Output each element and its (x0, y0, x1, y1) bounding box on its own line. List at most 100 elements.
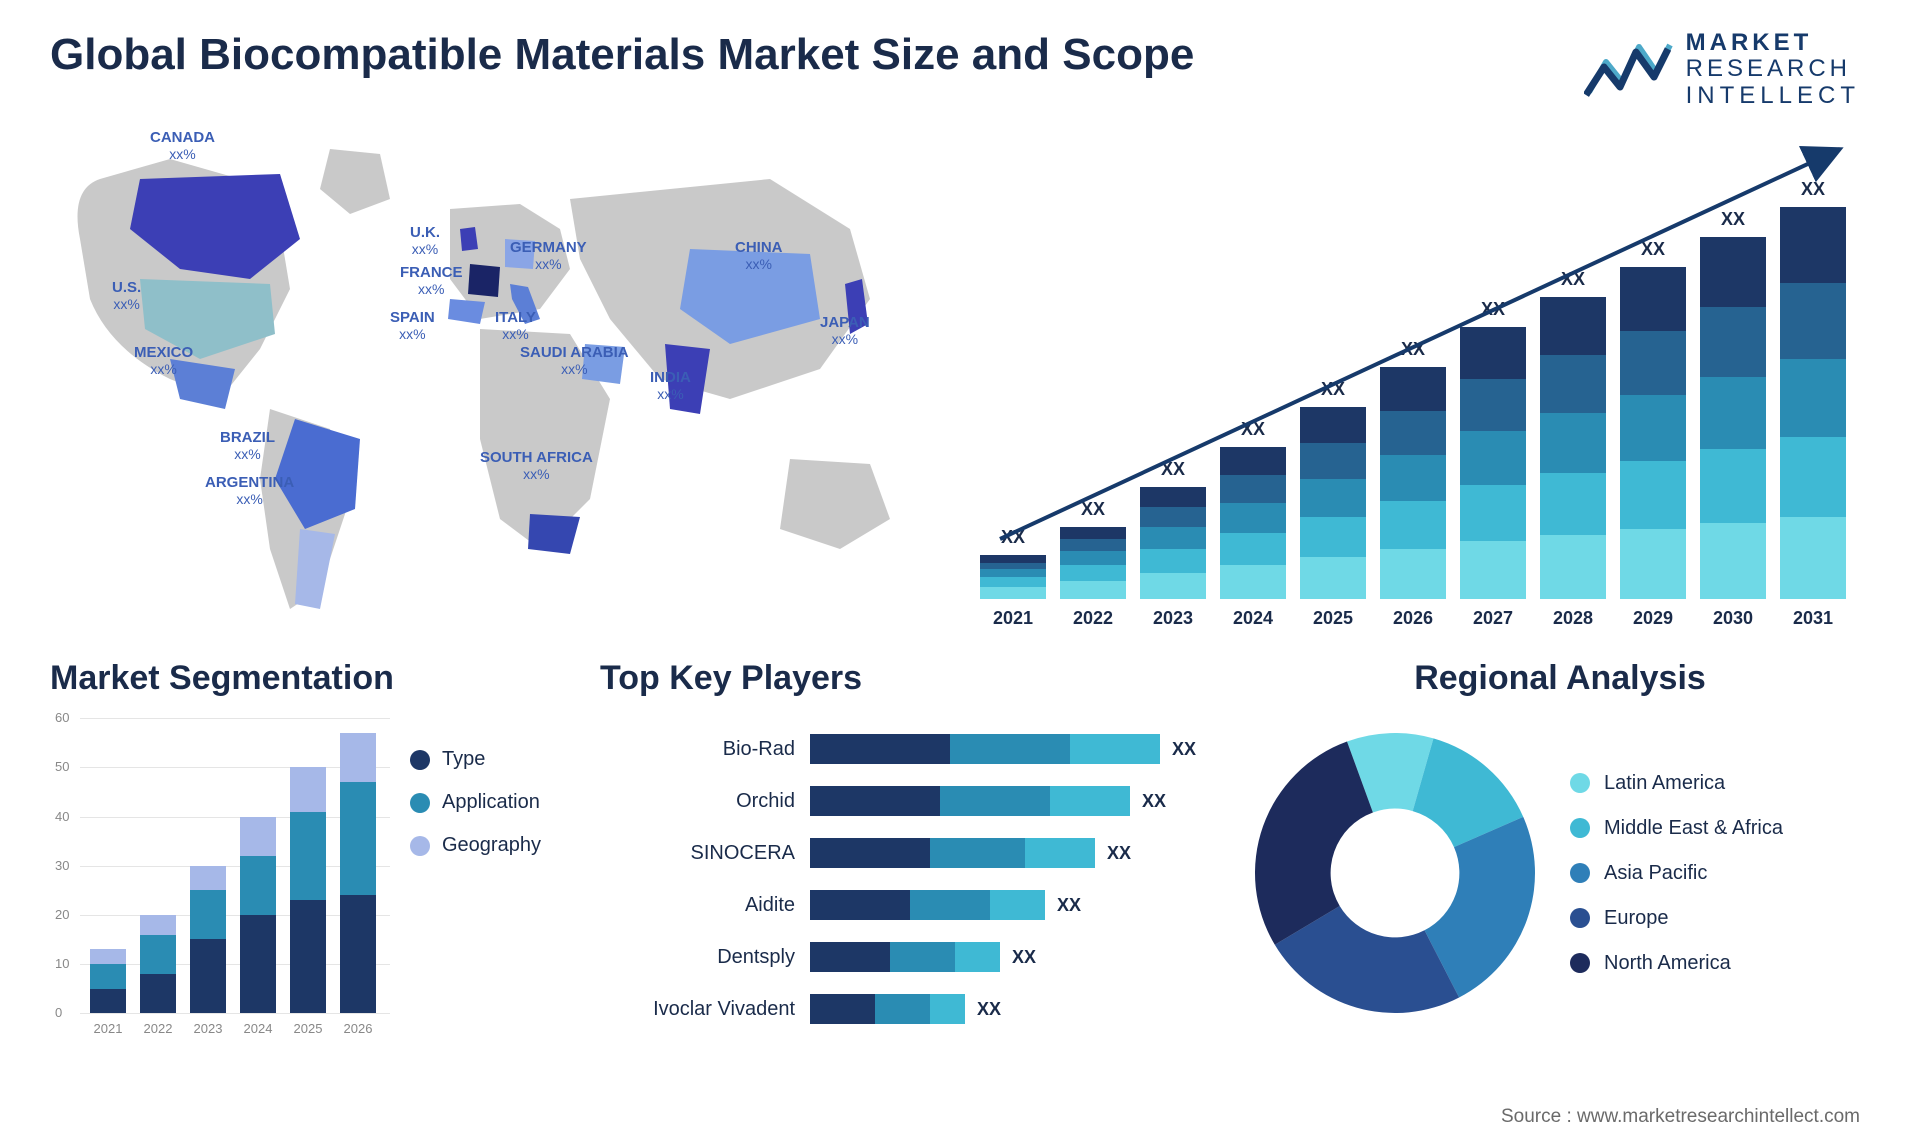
player-bar-segment (810, 786, 940, 816)
growth-bar-segment (1300, 479, 1366, 517)
player-value: XX (965, 999, 1001, 1020)
player-bar-segment (955, 942, 1000, 972)
seg-bar-2024 (240, 817, 276, 1014)
growth-bar-segment (1780, 517, 1846, 599)
donut-slice (1255, 742, 1373, 945)
seg-y-tick: 0 (55, 1005, 62, 1020)
growth-bar-value: XX (1060, 499, 1126, 520)
player-bar (810, 942, 1000, 972)
seg-legend-label: Type (442, 748, 485, 771)
logo-line-1: MARKET (1686, 30, 1860, 56)
growth-bar-segment (1620, 529, 1686, 599)
swatch-icon (1570, 953, 1590, 973)
growth-bar-segment (980, 569, 1046, 577)
player-bar-segment (1070, 734, 1160, 764)
regional-panel: Regional Analysis Latin AmericaMiddle Ea… (1250, 659, 1870, 1079)
regional-donut (1250, 728, 1540, 1018)
growth-bar-segment (1140, 573, 1206, 599)
growth-bar-segment (1220, 447, 1286, 475)
growth-year-label: 2024 (1220, 608, 1286, 629)
growth-bar-value: XX (1460, 299, 1526, 320)
growth-bar-segment (1220, 503, 1286, 533)
swatch-icon (1570, 863, 1590, 883)
growth-bar-2022: XX (1060, 527, 1126, 599)
growth-bar-2024: XX (1220, 447, 1286, 599)
growth-bar-2027: XX (1460, 327, 1526, 599)
growth-year-label: 2027 (1460, 608, 1526, 629)
growth-bar-segment (1700, 523, 1766, 599)
growth-bar-value: XX (1540, 269, 1606, 290)
growth-year-label: 2022 (1060, 608, 1126, 629)
seg-bar-segment (240, 856, 276, 915)
seg-bar-2021 (90, 949, 126, 1013)
player-name: Orchid (600, 790, 810, 813)
map-label-u-s-: U.S.xx% (112, 279, 141, 312)
map-country-argentina (295, 529, 335, 609)
seg-bar-segment (90, 989, 126, 1014)
players-panel: Top Key Players Bio-RadXXOrchidXXSINOCER… (600, 659, 1220, 1079)
map-label-france: FRANCExx% (400, 264, 463, 297)
growth-bar-2028: XX (1540, 297, 1606, 599)
growth-year-label: 2031 (1780, 608, 1846, 629)
seg-bar-segment (190, 866, 226, 891)
player-row: AiditeXX (600, 884, 1220, 926)
seg-bar-segment (290, 767, 326, 811)
player-row: Bio-Rad XX (600, 728, 1220, 770)
seg-y-tick: 10 (55, 956, 69, 971)
player-bar (810, 734, 1160, 764)
map-country-france (468, 264, 500, 297)
seg-bar-2026 (340, 733, 376, 1013)
growth-bar-segment (1540, 473, 1606, 535)
growth-bar-segment (1060, 565, 1126, 581)
logo-text: MARKET RESEARCH INTELLECT (1686, 30, 1860, 109)
map-label-italy: ITALYxx% (495, 309, 536, 342)
growth-bar-segment (1380, 501, 1446, 549)
player-bar-segment (810, 890, 910, 920)
growth-bar-segment (1380, 411, 1446, 455)
growth-bar-value: XX (1380, 339, 1446, 360)
growth-bar-segment (1300, 443, 1366, 479)
map-label-saudi-arabia: SAUDI ARABIAxx% (520, 344, 629, 377)
growth-bar-segment (1060, 581, 1126, 599)
growth-bar-segment (1220, 533, 1286, 565)
seg-bar-segment (90, 949, 126, 964)
growth-bar-segment (1380, 367, 1446, 411)
growth-bar-segment (1140, 487, 1206, 507)
players-chart: Bio-RadXXOrchidXXSINOCERAXXAiditeXXDents… (600, 718, 1220, 1030)
map-label-argentina: ARGENTINAxx% (205, 474, 294, 507)
player-value: XX (1095, 843, 1131, 864)
seg-legend-item: Geography (410, 834, 541, 857)
seg-grid-line (80, 1013, 390, 1014)
player-bar (810, 890, 1045, 920)
player-bar-segment (910, 890, 990, 920)
region-legend-item: Europe (1570, 907, 1783, 930)
map-label-canada: CANADAxx% (150, 129, 215, 162)
growth-bar-2021: XX (980, 555, 1046, 599)
growth-bar-value: XX (1700, 209, 1766, 230)
growth-bar-2023: XX (1140, 487, 1206, 599)
segmentation-panel: Market Segmentation 01020304050602021202… (50, 659, 570, 1079)
player-bar-segment (810, 994, 875, 1024)
swatch-icon (1570, 908, 1590, 928)
player-bar (810, 786, 1130, 816)
region-legend-item: Latin America (1570, 772, 1783, 795)
growth-bar-segment (1060, 539, 1126, 551)
growth-bar-segment (980, 577, 1046, 587)
growth-bar-segment (1140, 527, 1206, 549)
player-bar (810, 994, 965, 1024)
seg-y-tick: 40 (55, 809, 69, 824)
growth-bar-segment (1060, 551, 1126, 565)
growth-bar-segment (1700, 237, 1766, 307)
player-name: Bio-Rad (600, 738, 810, 761)
player-value: XX (1160, 739, 1196, 760)
growth-bar-value: XX (1780, 179, 1846, 200)
growth-bar-segment (1460, 541, 1526, 599)
player-bar-segment (990, 890, 1045, 920)
map-label-germany: GERMANYxx% (510, 239, 587, 272)
growth-bar-value: XX (1300, 379, 1366, 400)
growth-bar-segment (1620, 267, 1686, 331)
seg-bar-segment (240, 817, 276, 856)
growth-bar-segment (1540, 413, 1606, 473)
seg-bar-segment (190, 890, 226, 939)
seg-legend-label: Application (442, 791, 540, 814)
